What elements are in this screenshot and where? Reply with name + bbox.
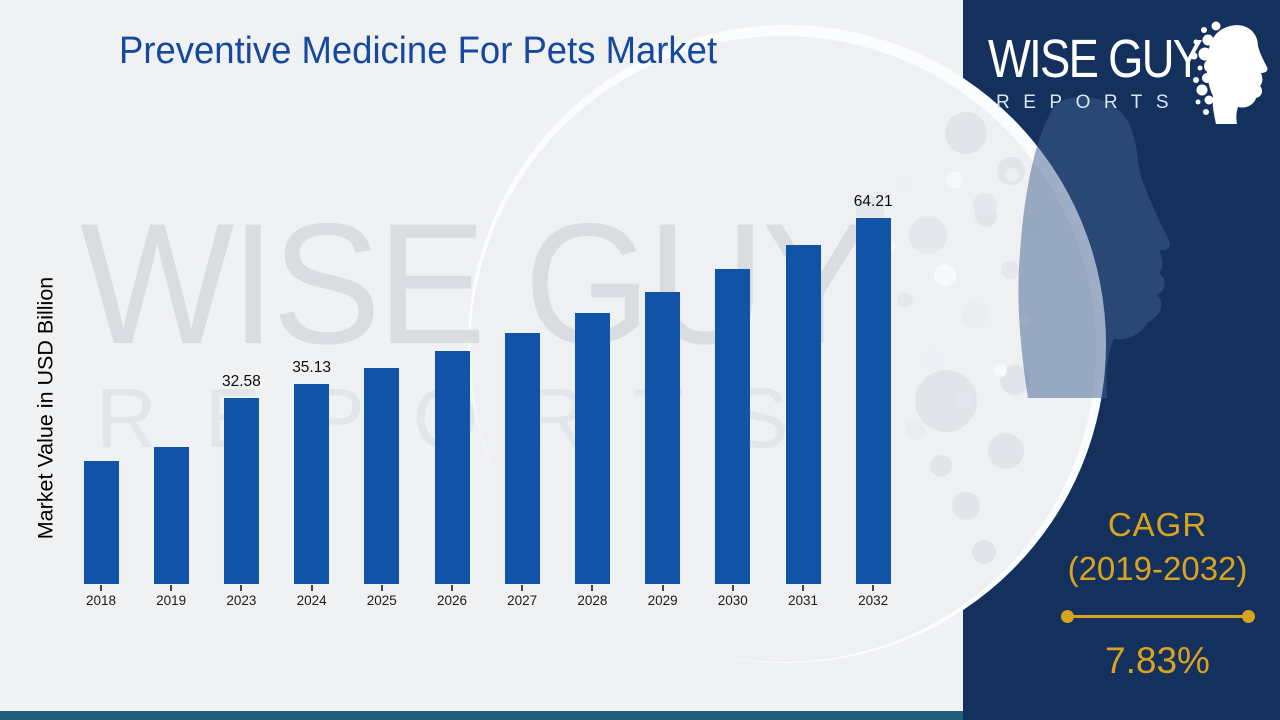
bar-value-label: 64.21 xyxy=(853,193,893,210)
x-axis-tick xyxy=(802,585,804,591)
x-axis-tick-label: 2025 xyxy=(366,593,397,608)
bar xyxy=(715,269,751,584)
x-axis-tick-label: 2028 xyxy=(577,593,608,608)
x-axis-tick xyxy=(872,585,875,591)
x-axis-tick-label: 2031 xyxy=(787,593,819,608)
bar xyxy=(434,351,470,584)
cagr-value: 7.83% xyxy=(1105,640,1210,681)
x-axis-tick xyxy=(451,585,453,591)
logo-reports-text: REPORTS xyxy=(996,92,1183,113)
x-axis-tick-label: 2030 xyxy=(717,593,748,608)
cagr-label: CAGR xyxy=(1107,506,1208,543)
cagr-period: (2019-2032) xyxy=(1067,550,1248,587)
x-axis-tick-label: 2023 xyxy=(226,593,257,608)
x-axis-tick-label: 2027 xyxy=(507,593,538,608)
bar xyxy=(364,368,400,584)
bar xyxy=(83,461,119,584)
logo-wiseguy-text: WISE GUY xyxy=(988,29,1203,89)
bar xyxy=(223,398,259,584)
x-axis-tick xyxy=(731,585,734,591)
bar xyxy=(785,245,821,584)
x-axis-tick xyxy=(380,585,383,591)
bar xyxy=(294,384,330,584)
x-axis-tick-label: 2032 xyxy=(858,593,889,608)
x-axis-tick xyxy=(591,585,594,591)
page-title: Preventive Medicine For Pets Market xyxy=(119,30,718,72)
x-axis-tick xyxy=(521,585,524,591)
x-axis-tick-label: 2024 xyxy=(296,593,327,608)
x-axis-tick-label: 2026 xyxy=(436,593,468,608)
x-axis-tick xyxy=(661,585,664,591)
bar-value-label: 35.13 xyxy=(292,359,331,376)
x-axis-tick xyxy=(310,585,313,591)
face-profile-icon xyxy=(1018,97,1170,398)
x-axis-tick-label: 2029 xyxy=(647,593,678,608)
cagr-block: CAGR (2019-2032) 7.83% xyxy=(1040,506,1275,682)
x-axis-tick xyxy=(100,585,102,591)
x-axis-tick xyxy=(170,585,173,591)
x-axis-tick-label: 2019 xyxy=(156,593,187,608)
bar xyxy=(645,292,681,584)
bottom-accent-bar xyxy=(0,711,963,720)
logo: WISE GUY REPORTS xyxy=(988,32,1242,114)
logo-head-icon xyxy=(1190,21,1268,124)
bar xyxy=(504,333,540,584)
bar xyxy=(574,313,610,584)
bar-value-label: 32.58 xyxy=(221,373,261,390)
bar xyxy=(153,447,189,584)
x-axis-tick xyxy=(240,585,243,591)
x-axis-tick-label: 2018 xyxy=(85,593,117,608)
cagr-divider-line xyxy=(1060,610,1255,623)
bar xyxy=(855,218,891,584)
